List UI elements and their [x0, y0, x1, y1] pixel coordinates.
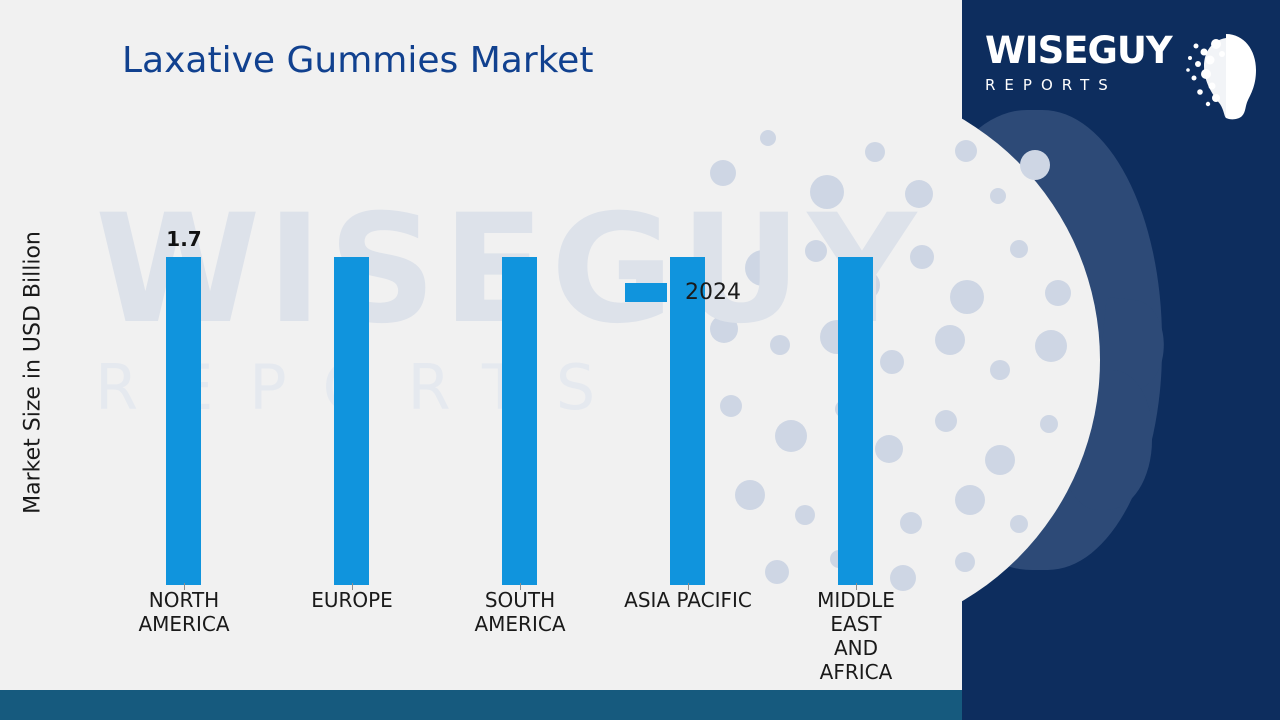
bar-chart: Market Size in USD Billion 1.7 NORTH AME… — [20, 180, 940, 688]
bar-column[interactable] — [806, 180, 906, 585]
bar-column[interactable] — [470, 180, 570, 585]
left-content-plate — [0, 0, 962, 690]
bar-column[interactable]: 1.7 — [134, 180, 234, 585]
brand-logo: WISEGUY REPORTS — [985, 32, 1260, 122]
legend-swatch-2024 — [625, 283, 667, 302]
x-label-2: EUROPE — [311, 588, 393, 612]
x-axis-tick — [688, 583, 689, 590]
y-axis-label: Market Size in USD Billion — [20, 231, 46, 514]
bar-value-label: 1.7 — [166, 227, 202, 251]
head-dots-icon — [1186, 34, 1256, 120]
bar-column[interactable] — [302, 180, 402, 585]
x-axis-category-labels: NORTH AMERICA EUROPE SOUTH AMERICA ASIA PAC… — [100, 588, 940, 688]
bottom-accent-bar — [0, 690, 962, 720]
bar-column[interactable] — [638, 180, 738, 585]
logo-wordmark: WISEGUY — [985, 29, 1173, 72]
bar-2[interactable] — [334, 257, 369, 585]
x-axis-tick — [352, 583, 353, 590]
bar-1[interactable] — [166, 257, 201, 585]
chart-legend: 2024 — [625, 280, 741, 305]
bar-5[interactable] — [838, 257, 873, 585]
legend-label-2024: 2024 — [685, 280, 741, 305]
x-label-1: NORTH AMERICA — [138, 588, 230, 636]
x-label-5: MIDDLE EAST AND AFRICA — [817, 588, 895, 684]
page-title: Laxative Gummies Market — [122, 40, 594, 81]
plot-area: 1.7 — [100, 180, 940, 585]
x-axis-tick — [184, 583, 185, 590]
x-axis-tick — [856, 583, 857, 590]
x-label-4: ASIA PACIFIC — [624, 588, 752, 612]
logo-subtitle: REPORTS — [985, 76, 1117, 94]
bar-4[interactable] — [670, 257, 705, 585]
bar-3[interactable] — [502, 257, 537, 585]
x-label-3: SOUTH AMERICA — [474, 588, 566, 636]
x-axis-tick — [520, 583, 521, 590]
